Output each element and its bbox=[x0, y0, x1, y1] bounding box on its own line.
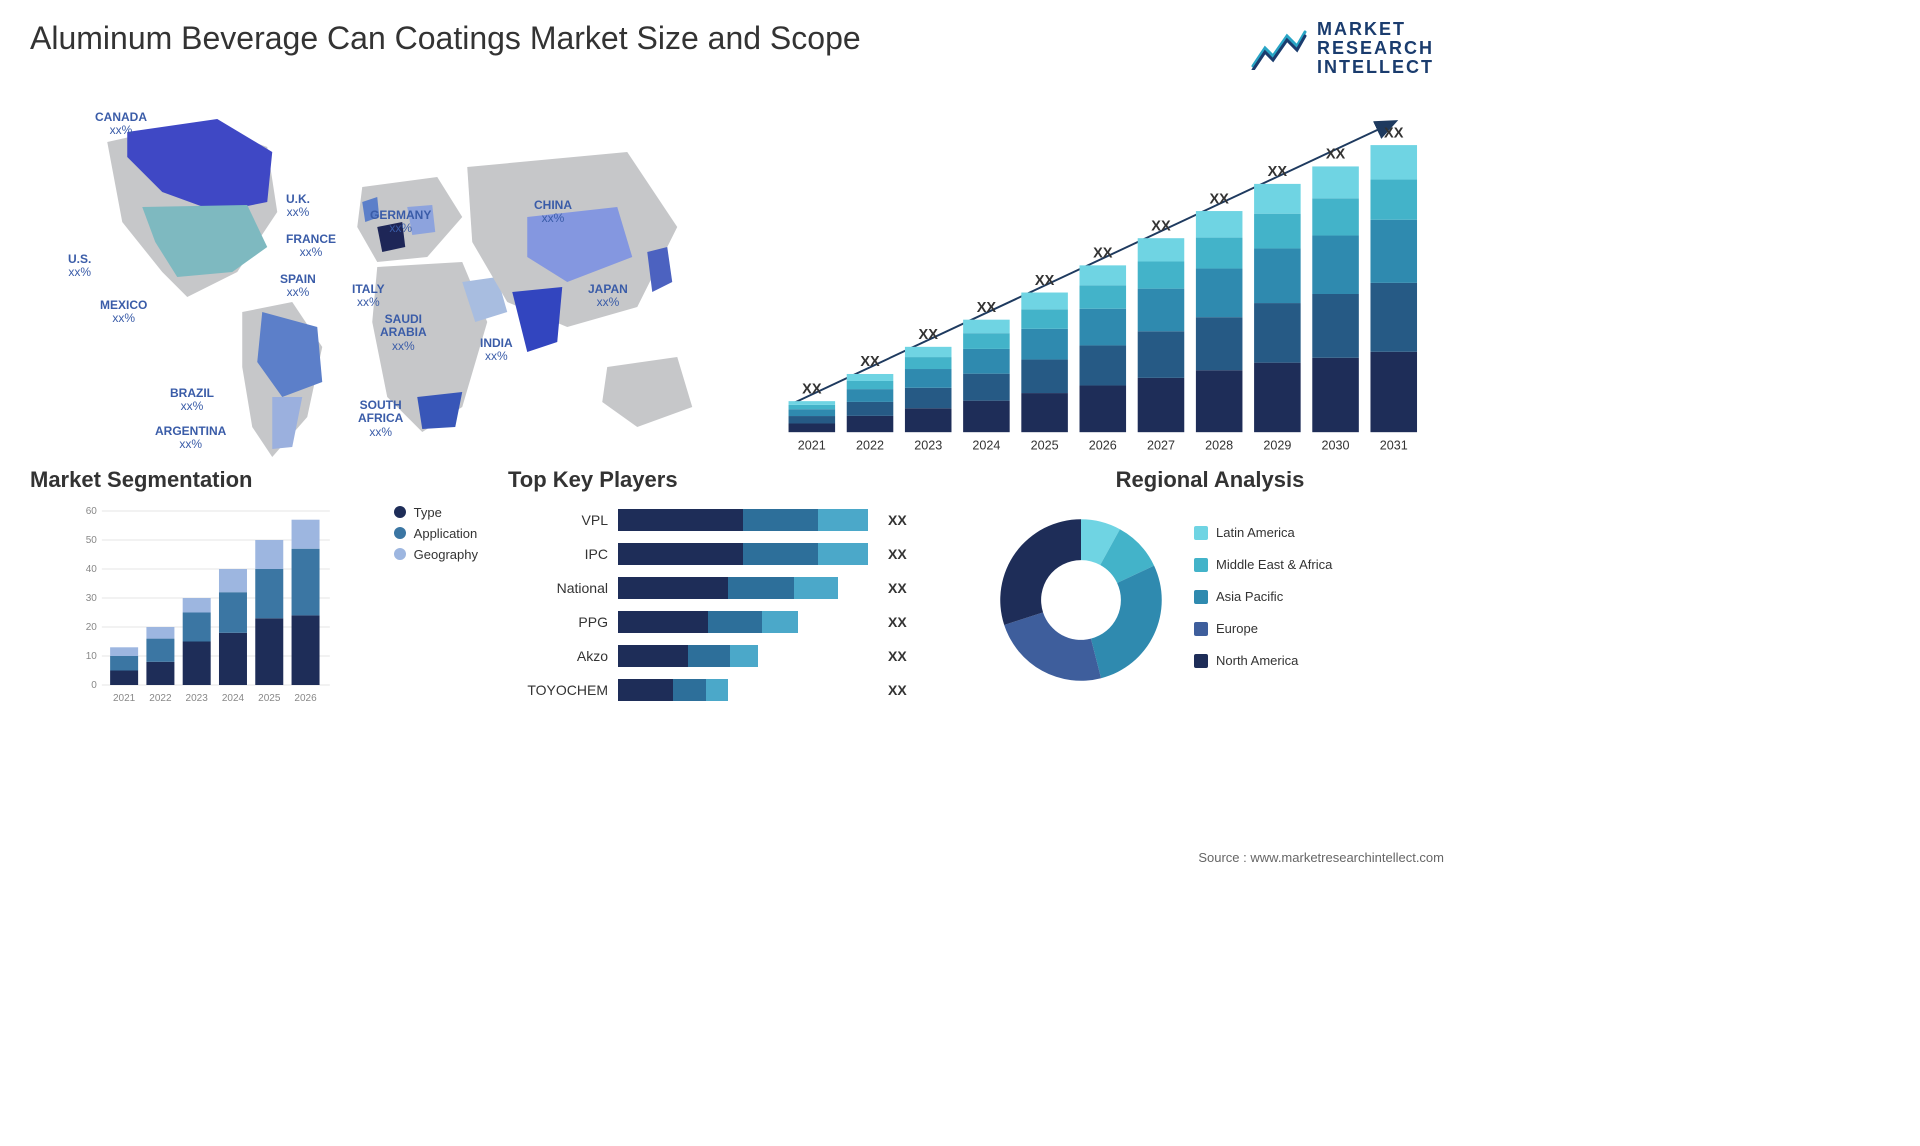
player-row: PPGXX bbox=[508, 607, 956, 637]
svg-text:2030: 2030 bbox=[1322, 438, 1350, 452]
segmentation-legend: Type Application Geography bbox=[394, 505, 478, 568]
country-label: MEXICOxx% bbox=[100, 299, 147, 327]
svg-text:2023: 2023 bbox=[186, 693, 209, 704]
svg-text:2025: 2025 bbox=[258, 693, 281, 704]
svg-text:2029: 2029 bbox=[1264, 438, 1292, 452]
growth-chart-svg: XX 2021 XX 2022 XX 2023 XX 2024 XX 2025 XX 2026 XX 20… bbox=[774, 97, 1434, 457]
logo-text-2: RESEARCH bbox=[1317, 39, 1434, 58]
legend-item: Type bbox=[394, 505, 478, 520]
svg-text:10: 10 bbox=[86, 651, 98, 662]
country-label: SAUDIARABIAxx% bbox=[380, 313, 427, 354]
country-label: U.K.xx% bbox=[286, 193, 310, 221]
source-label: Source : www.marketresearchintellect.com bbox=[1198, 850, 1444, 865]
country-label: CANADAxx% bbox=[95, 111, 147, 139]
svg-text:XX: XX bbox=[1268, 164, 1288, 180]
regional-legend: Latin America Middle East & Africa Asia Pa… bbox=[1194, 520, 1332, 680]
svg-text:2024: 2024 bbox=[222, 693, 245, 704]
regional-donut bbox=[986, 505, 1176, 695]
svg-text:2026: 2026 bbox=[294, 693, 317, 704]
country-label: ARGENTINAxx% bbox=[155, 425, 226, 453]
svg-text:2023: 2023 bbox=[915, 438, 943, 452]
regional-title: Regional Analysis bbox=[986, 467, 1434, 493]
country-label: U.S.xx% bbox=[68, 253, 91, 281]
svg-text:2021: 2021 bbox=[113, 693, 136, 704]
svg-text:XX: XX bbox=[1035, 272, 1055, 288]
player-row: AkzoXX bbox=[508, 641, 956, 671]
svg-text:2024: 2024 bbox=[973, 438, 1001, 452]
player-row: VPLXX bbox=[508, 505, 956, 535]
svg-text:XX: XX bbox=[1385, 125, 1405, 141]
svg-text:2026: 2026 bbox=[1089, 438, 1117, 452]
logo-text-3: INTELLECT bbox=[1317, 58, 1434, 77]
players-title: Top Key Players bbox=[508, 467, 956, 493]
legend-item: Middle East & Africa bbox=[1194, 552, 1332, 578]
svg-text:30: 30 bbox=[86, 593, 98, 604]
svg-text:2021: 2021 bbox=[798, 438, 826, 452]
svg-text:XX: XX bbox=[1210, 191, 1230, 207]
svg-text:XX: XX bbox=[1152, 218, 1172, 234]
segmentation-chart: 0 10 20 30 40 50 60 2021 2022 2023 2024 2025 2026 bbox=[30, 505, 378, 705]
players-chart: VPLXX IPCXX NationalXX PPGXX AkzoXX TOYOCHEMX… bbox=[508, 505, 956, 705]
svg-text:2025: 2025 bbox=[1031, 438, 1059, 452]
svg-text:60: 60 bbox=[86, 506, 98, 517]
world-map: CANADAxx% U.S.xx% MEXICOxx% BRAZILxx% ARGENT… bbox=[30, 97, 744, 457]
player-row: IPCXX bbox=[508, 539, 956, 569]
country-label: JAPANxx% bbox=[588, 283, 628, 311]
logo-text-1: MARKET bbox=[1317, 20, 1434, 39]
brand-logo: MARKET RESEARCH INTELLECT bbox=[1251, 20, 1434, 77]
country-label: GERMANYxx% bbox=[370, 209, 431, 237]
growth-chart: XX 2021 XX 2022 XX 2023 XX 2024 XX 2025 XX 2026 XX 20… bbox=[774, 97, 1434, 457]
player-row: NationalXX bbox=[508, 573, 956, 603]
segmentation-title: Market Segmentation bbox=[30, 467, 478, 493]
svg-text:2031: 2031 bbox=[1380, 438, 1408, 452]
player-row: TOYOCHEMXX bbox=[508, 675, 956, 705]
svg-text:XX: XX bbox=[1094, 245, 1114, 261]
svg-text:2022: 2022 bbox=[856, 438, 884, 452]
svg-text:XX: XX bbox=[919, 327, 939, 343]
legend-item: Europe bbox=[1194, 616, 1332, 642]
svg-text:50: 50 bbox=[86, 535, 98, 546]
svg-text:XX: XX bbox=[977, 300, 997, 316]
country-label: BRAZILxx% bbox=[170, 387, 214, 415]
svg-text:40: 40 bbox=[86, 564, 98, 575]
svg-text:XX: XX bbox=[1326, 146, 1346, 162]
country-label: CHINAxx% bbox=[534, 199, 572, 227]
svg-text:20: 20 bbox=[86, 622, 98, 633]
country-label: FRANCExx% bbox=[286, 233, 336, 261]
svg-text:0: 0 bbox=[91, 680, 97, 691]
legend-item: Latin America bbox=[1194, 520, 1332, 546]
svg-text:2027: 2027 bbox=[1147, 438, 1175, 452]
legend-item: North America bbox=[1194, 648, 1332, 674]
svg-text:XX: XX bbox=[861, 354, 881, 370]
country-label: SOUTHAFRICAxx% bbox=[358, 399, 403, 440]
svg-text:2028: 2028 bbox=[1206, 438, 1234, 452]
country-label: INDIAxx% bbox=[480, 337, 513, 365]
legend-item: Application bbox=[394, 526, 478, 541]
legend-item: Geography bbox=[394, 547, 478, 562]
svg-text:XX: XX bbox=[803, 381, 823, 397]
country-label: SPAINxx% bbox=[280, 273, 316, 301]
logo-icon bbox=[1251, 26, 1307, 70]
country-label: ITALYxx% bbox=[352, 283, 385, 311]
legend-item: Asia Pacific bbox=[1194, 584, 1332, 610]
page-title: Aluminum Beverage Can Coatings Market Si… bbox=[30, 20, 861, 57]
svg-text:2022: 2022 bbox=[149, 693, 172, 704]
